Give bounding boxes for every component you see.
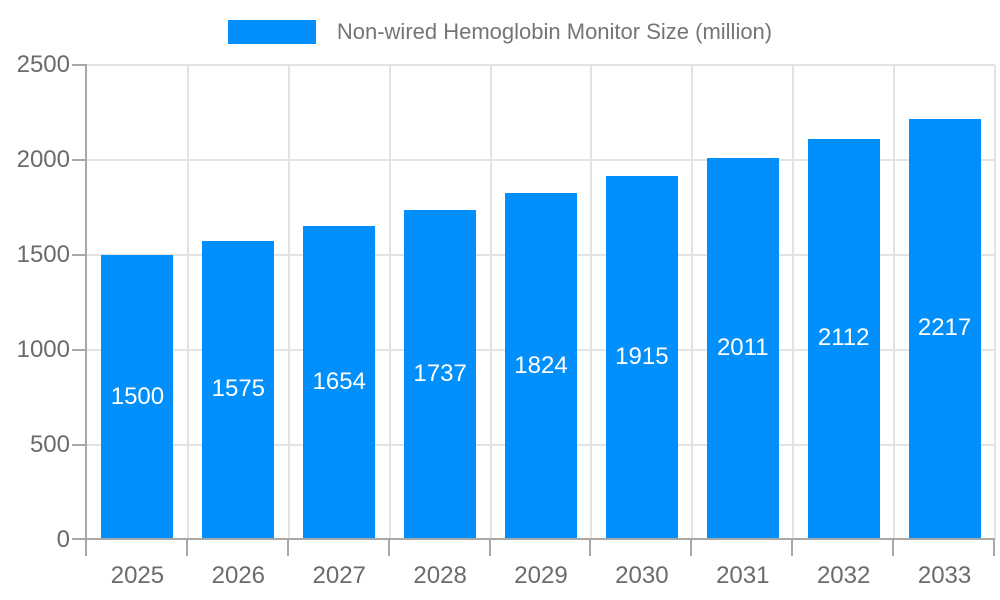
y-axis-tick: [72, 349, 87, 351]
x-axis-tick: [892, 540, 895, 556]
gridline-vertical: [893, 65, 896, 540]
bar-value-label: 1500: [110, 382, 165, 410]
x-axis-tick: [993, 540, 995, 556]
y-axis-tick-label: 0: [56, 526, 70, 553]
gridline-vertical: [994, 65, 996, 540]
bar[interactable]: 1654: [303, 225, 376, 538]
y-axis-tick: [72, 538, 87, 540]
bar[interactable]: 1824: [505, 193, 577, 538]
bar[interactable]: 2011: [706, 157, 779, 538]
x-axis-tick: [690, 540, 693, 556]
bar-value-label: 1575: [211, 375, 266, 403]
x-axis-tick-label: 2029: [514, 562, 568, 589]
y-axis-line: [85, 65, 87, 540]
x-axis-tick-label: 2030: [615, 562, 669, 589]
x-axis-tick: [185, 540, 188, 556]
legend: Non-wired Hemoglobin Monitor Size (milli…: [0, 10, 1000, 54]
x-axis-line: [72, 538, 995, 540]
x-axis-tick-label: 2026: [211, 562, 266, 589]
gridline-horizontal: [87, 159, 995, 161]
y-axis-tick-label: 2500: [16, 51, 70, 78]
x-axis-tick-label: 2027: [312, 562, 366, 589]
bar-value-label: 1824: [514, 351, 568, 379]
gridline-vertical: [489, 65, 492, 540]
legend-item[interactable]: Non-wired Hemoglobin Monitor Size (milli…: [227, 19, 773, 45]
x-axis-tick-label: 2033: [917, 562, 972, 589]
y-axis-tick: [72, 444, 87, 446]
bar[interactable]: 1500: [101, 255, 174, 538]
gridline-vertical: [691, 65, 694, 540]
x-axis-tick: [387, 540, 390, 556]
bar[interactable]: 1915: [605, 176, 678, 538]
legend-label: Non-wired Hemoglobin Monitor Size (milli…: [336, 19, 773, 44]
y-axis-tick: [72, 254, 87, 256]
x-axis-tick: [286, 540, 289, 556]
x-axis-tick: [589, 540, 592, 556]
x-axis-tick-label: 2025: [110, 562, 165, 589]
legend-swatch: [227, 20, 316, 44]
bar[interactable]: 1575: [202, 240, 275, 538]
x-axis-tick-label: 2031: [716, 562, 770, 589]
gridline-vertical: [287, 65, 290, 540]
bar[interactable]: 2112: [807, 138, 880, 538]
bar-value-label: 2011: [716, 333, 769, 361]
bar-value-label: 2217: [917, 314, 972, 342]
bar-value-label: 1915: [615, 343, 669, 371]
y-axis-tick-label: 2000: [16, 146, 70, 173]
bar[interactable]: 2217: [908, 118, 981, 538]
y-axis-tick-label: 1000: [16, 336, 70, 363]
x-axis-tick-label: 2032: [816, 562, 871, 589]
x-axis-tick: [85, 540, 87, 556]
y-axis-tick: [72, 159, 87, 161]
bar-value-label: 1654: [312, 367, 366, 395]
gridline-vertical: [590, 65, 593, 540]
bar[interactable]: 1737: [404, 209, 477, 538]
bar-value-label: 2112: [817, 324, 870, 352]
bar-value-label: 1737: [413, 359, 467, 387]
gridline-vertical: [186, 65, 189, 540]
x-axis-tick: [791, 540, 794, 556]
y-axis-tick: [72, 64, 87, 66]
y-axis-tick-label: 500: [29, 431, 70, 458]
gridline-horizontal: [87, 64, 995, 66]
x-axis-tick-label: 2028: [413, 562, 467, 589]
gridline-vertical: [388, 65, 391, 540]
y-axis-tick-label: 1500: [16, 241, 70, 268]
gridline-vertical: [792, 65, 795, 540]
x-axis-tick: [488, 540, 491, 556]
